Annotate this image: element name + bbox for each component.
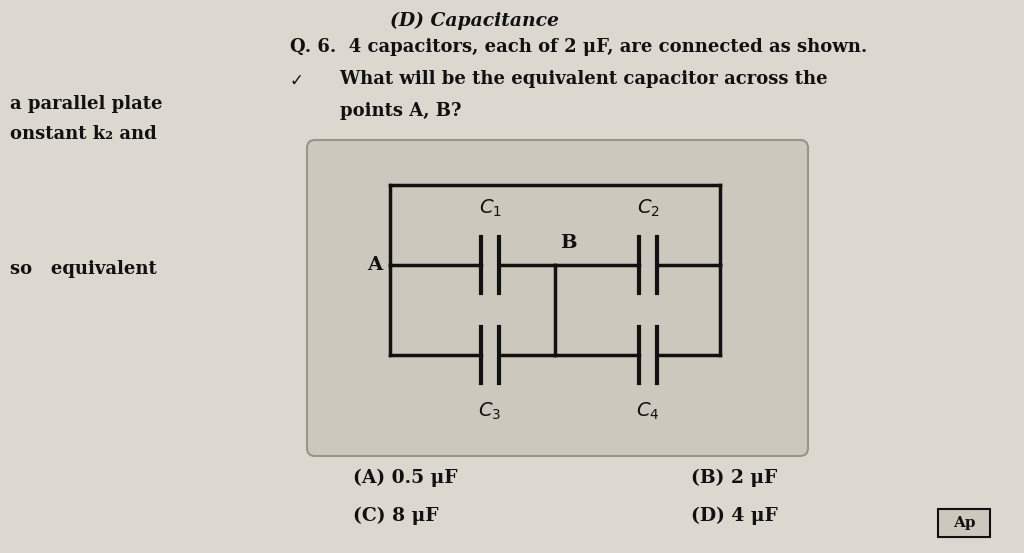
Bar — [938, 509, 990, 536]
Text: (B) 2 μF: (B) 2 μF — [691, 469, 777, 488]
Text: a parallel plate: a parallel plate — [10, 95, 163, 113]
Text: (C) 8 μF: (C) 8 μF — [353, 506, 438, 525]
Text: ✓: ✓ — [290, 72, 304, 90]
Text: A: A — [367, 256, 382, 274]
Text: $C_1$: $C_1$ — [478, 198, 502, 219]
Text: $C_3$: $C_3$ — [478, 401, 502, 422]
Text: B: B — [560, 234, 577, 252]
Text: (D) Capacitance: (D) Capacitance — [390, 12, 559, 30]
Text: $C_2$: $C_2$ — [637, 198, 659, 219]
Text: so   equivalent: so equivalent — [10, 260, 157, 278]
Text: Q. 6.  4 capacitors, each of 2 μF, are connected as shown.: Q. 6. 4 capacitors, each of 2 μF, are co… — [290, 38, 867, 56]
Text: (D) 4 μF: (D) 4 μF — [691, 506, 778, 525]
FancyBboxPatch shape — [307, 140, 808, 456]
Text: What will be the equivalent capacitor across the: What will be the equivalent capacitor ac… — [290, 70, 827, 88]
Text: Ap: Ap — [952, 515, 975, 530]
Text: $C_4$: $C_4$ — [636, 401, 659, 422]
Text: points A, B?: points A, B? — [290, 102, 462, 120]
Text: (A) 0.5 μF: (A) 0.5 μF — [353, 469, 458, 488]
Text: onstant k₂ and: onstant k₂ and — [10, 125, 157, 143]
